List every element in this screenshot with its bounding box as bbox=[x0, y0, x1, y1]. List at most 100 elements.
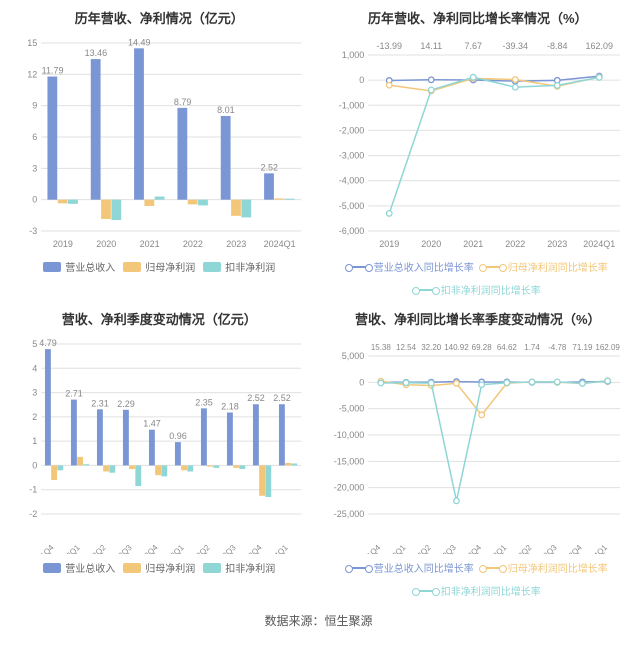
svg-text:5: 5 bbox=[32, 339, 37, 349]
svg-text:4: 4 bbox=[32, 363, 37, 373]
svg-text:-39.34: -39.34 bbox=[502, 41, 528, 51]
legend-label: 营业总收入 bbox=[65, 259, 115, 274]
legend-item: 营业总收入 bbox=[43, 259, 115, 274]
legend-item: 营业总收入同比增长率 bbox=[348, 560, 474, 575]
svg-text:0: 0 bbox=[359, 377, 364, 387]
svg-text:2.52: 2.52 bbox=[247, 393, 265, 403]
svg-text:64.62: 64.62 bbox=[496, 343, 517, 352]
chart3-legend: 营业总收入 归母净利润 扣非净利润 bbox=[6, 560, 313, 575]
svg-text:7.67: 7.67 bbox=[464, 41, 482, 51]
svg-text:-4,000: -4,000 bbox=[338, 176, 364, 186]
svg-text:-15,000: -15,000 bbox=[333, 456, 364, 466]
svg-text:14.49: 14.49 bbox=[128, 37, 151, 47]
svg-text:2022: 2022 bbox=[505, 239, 525, 249]
svg-text:2022Q1: 2022Q1 bbox=[380, 543, 407, 554]
legend-item: 扣非净利润 bbox=[203, 259, 275, 274]
legend-label: 归母净利润同比增长率 bbox=[508, 259, 608, 274]
svg-text:2023Q4: 2023Q4 bbox=[237, 543, 264, 554]
svg-text:140.92: 140.92 bbox=[444, 343, 469, 352]
svg-text:32.20: 32.20 bbox=[421, 343, 442, 352]
svg-text:2023Q3: 2023Q3 bbox=[211, 543, 238, 554]
svg-text:2020: 2020 bbox=[421, 239, 441, 249]
chart1-area: -30369121511.79201913.46202014.4920218.7… bbox=[6, 33, 313, 253]
svg-text:0: 0 bbox=[32, 195, 37, 205]
svg-text:3: 3 bbox=[32, 388, 37, 398]
svg-text:11.79: 11.79 bbox=[42, 66, 64, 76]
legend-label: 扣非净利润同比增长率 bbox=[441, 282, 541, 297]
svg-text:0.96: 0.96 bbox=[169, 431, 187, 441]
svg-text:1,000: 1,000 bbox=[341, 50, 364, 60]
svg-text:2024Q1: 2024Q1 bbox=[583, 239, 615, 249]
data-source-label: 数据来源：恒生聚源 bbox=[0, 602, 637, 635]
chart3-title: 营收、净利季度变动情况（亿元） bbox=[6, 309, 313, 328]
legend-label: 营业总收入 bbox=[65, 560, 115, 575]
svg-text:2022Q4: 2022Q4 bbox=[456, 543, 483, 554]
svg-text:2024Q1: 2024Q1 bbox=[582, 543, 609, 554]
svg-text:15.38: 15.38 bbox=[370, 343, 391, 352]
legend-item: 扣非净利润 bbox=[203, 560, 275, 575]
legend-label: 归母净利润 bbox=[145, 560, 195, 575]
svg-text:2023Q3: 2023Q3 bbox=[532, 543, 559, 554]
svg-text:71.19: 71.19 bbox=[572, 343, 593, 352]
svg-text:3: 3 bbox=[32, 163, 37, 173]
svg-text:1.47: 1.47 bbox=[143, 419, 161, 429]
chart4-area: -25,000-20,000-15,000-10,000-5,00005,000… bbox=[325, 334, 632, 554]
legend-label: 扣非净利润 bbox=[225, 259, 275, 274]
legend-item: 营业总收入同比增长率 bbox=[348, 259, 474, 274]
svg-text:-13.99: -13.99 bbox=[376, 41, 402, 51]
svg-text:2019: 2019 bbox=[379, 239, 399, 249]
svg-text:2022Q3: 2022Q3 bbox=[107, 543, 134, 554]
legend-label: 营业总收入同比增长率 bbox=[374, 259, 474, 274]
svg-text:162.09: 162.09 bbox=[595, 343, 620, 352]
legend-item: 归母净利润 bbox=[123, 560, 195, 575]
legend-label: 扣非净利润 bbox=[225, 560, 275, 575]
chart3-area: -2-10123454.792021Q42.712022Q12.312022Q2… bbox=[6, 334, 313, 554]
svg-text:2023Q1: 2023Q1 bbox=[481, 543, 508, 554]
svg-text:1.74: 1.74 bbox=[524, 343, 540, 352]
legend-label: 扣非净利润同比增长率 bbox=[441, 583, 541, 598]
svg-text:-25,000: -25,000 bbox=[333, 509, 364, 519]
svg-text:15: 15 bbox=[27, 38, 37, 48]
svg-text:12: 12 bbox=[27, 69, 37, 79]
svg-text:2.52: 2.52 bbox=[261, 162, 279, 172]
svg-text:13.46: 13.46 bbox=[85, 48, 108, 58]
svg-text:2023Q1: 2023Q1 bbox=[159, 543, 186, 554]
svg-text:8.01: 8.01 bbox=[217, 105, 235, 115]
legend-item: 扣非净利润同比增长率 bbox=[415, 583, 541, 598]
svg-text:6: 6 bbox=[32, 132, 37, 142]
legend-label: 归母净利润同比增长率 bbox=[508, 560, 608, 575]
chart2-title: 历年营收、净利同比增长率情况（%） bbox=[325, 8, 632, 27]
svg-text:2019: 2019 bbox=[53, 239, 73, 249]
svg-text:2023: 2023 bbox=[547, 239, 567, 249]
panel-quarterly-revenue: 营收、净利季度变动情况（亿元） -2-10123454.792021Q42.71… bbox=[0, 301, 319, 602]
svg-text:1: 1 bbox=[32, 436, 37, 446]
svg-text:2023Q2: 2023Q2 bbox=[185, 543, 212, 554]
svg-text:-10,000: -10,000 bbox=[333, 430, 364, 440]
svg-text:4.79: 4.79 bbox=[39, 338, 57, 348]
svg-text:-3,000: -3,000 bbox=[338, 151, 364, 161]
svg-text:2023Q2: 2023Q2 bbox=[506, 543, 533, 554]
svg-text:-8.84: -8.84 bbox=[546, 41, 567, 51]
svg-text:-6,000: -6,000 bbox=[338, 226, 364, 236]
svg-text:-5,000: -5,000 bbox=[338, 404, 364, 414]
svg-text:-5,000: -5,000 bbox=[338, 201, 364, 211]
svg-text:2: 2 bbox=[32, 412, 37, 422]
chart1-title: 历年营收、净利情况（亿元） bbox=[6, 8, 313, 27]
legend-item: 归母净利润同比增长率 bbox=[482, 259, 608, 274]
panel-annual-growth: 历年营收、净利同比增长率情况（%） -6,000 -5,000 -4,000 -3,0… bbox=[319, 0, 637, 301]
svg-text:2022Q2: 2022Q2 bbox=[406, 543, 433, 554]
svg-text:162.09: 162.09 bbox=[585, 41, 613, 51]
svg-text:2022Q1: 2022Q1 bbox=[55, 543, 82, 554]
svg-text:2023: 2023 bbox=[226, 239, 246, 249]
legend-label: 营业总收入同比增长率 bbox=[374, 560, 474, 575]
panel-annual-revenue: 历年营收、净利情况（亿元） -30369121511.79201913.4620… bbox=[0, 0, 319, 301]
svg-text:12.54: 12.54 bbox=[396, 343, 417, 352]
legend-item: 归母净利润同比增长率 bbox=[482, 560, 608, 575]
svg-text:-1,000: -1,000 bbox=[338, 100, 364, 110]
svg-text:-1: -1 bbox=[29, 485, 37, 495]
svg-text:69.28: 69.28 bbox=[471, 343, 492, 352]
svg-text:9: 9 bbox=[32, 101, 37, 111]
chart2-legend: 营业总收入同比增长率 归母净利润同比增长率 扣非净利润同比增长率 bbox=[325, 259, 632, 297]
chart4-title: 营收、净利同比增长率季度变动情况（%） bbox=[325, 309, 632, 328]
svg-text:2023Q4: 2023Q4 bbox=[557, 543, 584, 554]
